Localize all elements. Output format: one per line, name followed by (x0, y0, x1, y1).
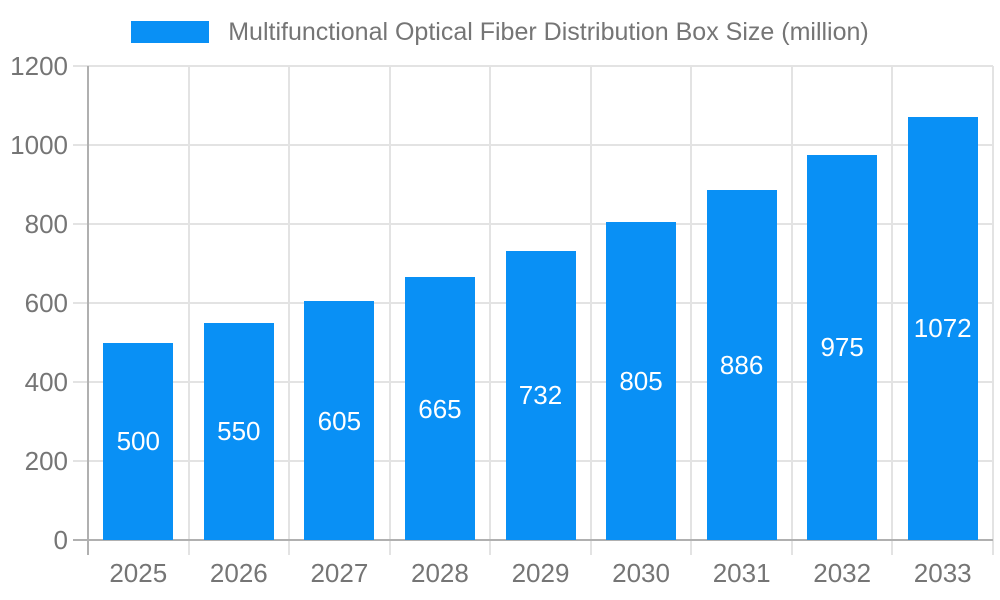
gridline-vertical (288, 66, 291, 555)
x-axis-tick-label: 2027 (310, 558, 369, 588)
bar-value-label: 550 (217, 416, 261, 447)
bar[interactable] (304, 301, 375, 540)
bar-value-label: 500 (116, 426, 160, 457)
bar[interactable] (203, 322, 274, 540)
bar-value-label: 975 (820, 332, 864, 363)
x-axis-tick-label: 2030 (612, 558, 670, 588)
gridline-horizontal (73, 223, 993, 225)
gridline-vertical (589, 66, 592, 555)
bar-value-label: 732 (518, 380, 563, 411)
bar-value-label: 665 (418, 393, 462, 424)
y-axis-tick-label: 0 (53, 525, 68, 555)
y-axis-tick-label: 1000 (10, 130, 68, 160)
legend-label: Multifunctional Optical Fiber Distributi… (228, 17, 869, 46)
x-axis-tick-label: 2028 (411, 558, 469, 588)
bar[interactable] (807, 154, 878, 540)
y-axis-tick-label: 400 (24, 367, 68, 397)
x-axis-tick-label: 2029 (511, 558, 570, 588)
bar[interactable] (505, 250, 576, 540)
gridline-vertical (388, 66, 391, 555)
y-axis-tick-label: 200 (24, 446, 68, 476)
gridline-horizontal (73, 65, 993, 67)
bar-value-label: 1072 (913, 313, 972, 344)
x-axis-tick-label: 2032 (813, 558, 872, 588)
bar-value-label: 605 (317, 405, 362, 436)
gridline-horizontal (73, 144, 993, 146)
legend-swatch (131, 21, 210, 43)
gridline-vertical (690, 66, 693, 555)
x-axis-tick-label: 2025 (109, 558, 168, 588)
legend-item[interactable]: Multifunctional Optical Fiber Distributi… (0, 14, 1000, 50)
bar[interactable] (907, 116, 978, 540)
y-axis-tick-label: 800 (24, 209, 68, 239)
bar-value-label: 805 (619, 366, 663, 396)
gridline-vertical (489, 66, 492, 555)
y-axis-tick-label: 1200 (10, 51, 68, 81)
bar[interactable] (404, 277, 475, 540)
y-axis-line (87, 66, 89, 555)
bar[interactable] (606, 222, 677, 540)
bar[interactable] (103, 342, 174, 540)
x-axis-tick-label: 2031 (712, 558, 771, 588)
gridline-vertical (891, 66, 894, 555)
gridline-vertical (187, 66, 190, 555)
x-axis-line (73, 539, 993, 541)
gridline-vertical (992, 66, 994, 555)
bar-value-label: 886 (719, 350, 764, 380)
x-axis-tick-label: 2033 (913, 558, 972, 588)
y-axis-tick-label: 600 (24, 288, 68, 318)
bar[interactable] (706, 190, 777, 540)
x-axis-tick-label: 2026 (209, 558, 268, 588)
gridline-vertical (790, 66, 793, 555)
